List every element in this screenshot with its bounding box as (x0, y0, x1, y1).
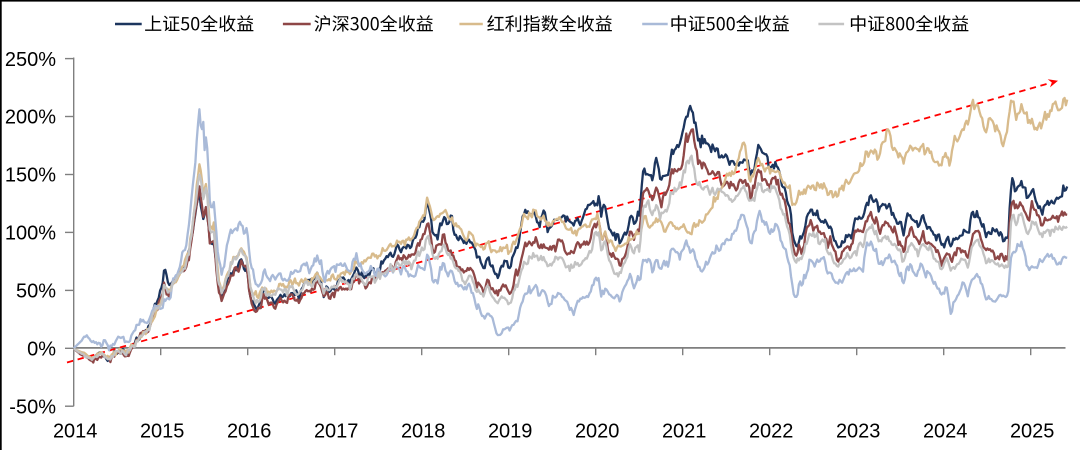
svg-text:2021: 2021 (662, 421, 707, 443)
svg-text:2015: 2015 (140, 421, 185, 443)
svg-text:50%: 50% (16, 281, 56, 303)
svg-text:2018: 2018 (401, 421, 446, 443)
svg-text:2025: 2025 (1010, 421, 1055, 443)
svg-text:2024: 2024 (923, 421, 968, 443)
svg-text:250%: 250% (5, 49, 56, 71)
svg-text:2023: 2023 (836, 421, 881, 443)
svg-text:-50%: -50% (9, 396, 56, 418)
svg-text:2020: 2020 (575, 421, 620, 443)
svg-text:0%: 0% (27, 339, 56, 361)
svg-text:150%: 150% (5, 165, 56, 187)
svg-text:2016: 2016 (227, 421, 272, 443)
svg-text:100%: 100% (5, 223, 56, 245)
svg-text:2022: 2022 (749, 421, 794, 443)
svg-text:2019: 2019 (488, 421, 533, 443)
svg-text:2017: 2017 (314, 421, 359, 443)
svg-text:2014: 2014 (53, 421, 98, 443)
svg-text:200%: 200% (5, 107, 56, 129)
